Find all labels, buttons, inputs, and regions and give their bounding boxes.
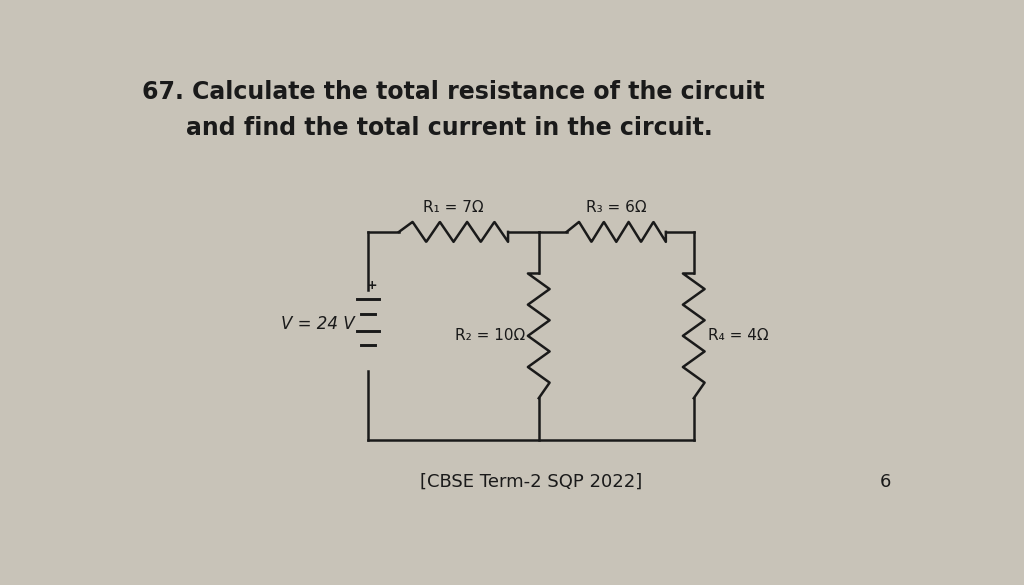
Text: R₁ = 7Ω: R₁ = 7Ω (423, 200, 483, 215)
Text: [CBSE Term-2 SQP 2022]: [CBSE Term-2 SQP 2022] (420, 473, 642, 491)
Text: V = 24 V: V = 24 V (281, 315, 354, 333)
Text: R₃ = 6Ω: R₃ = 6Ω (586, 200, 646, 215)
Text: and find the total current in the circuit.: and find the total current in the circui… (186, 116, 713, 140)
Text: 67. Calculate the total resistance of the circuit: 67. Calculate the total resistance of th… (142, 80, 765, 104)
Text: R₄ = 4Ω: R₄ = 4Ω (708, 328, 768, 343)
Text: +: + (367, 279, 378, 292)
Text: 6: 6 (880, 473, 891, 491)
Text: R₂ = 10Ω: R₂ = 10Ω (455, 328, 524, 343)
